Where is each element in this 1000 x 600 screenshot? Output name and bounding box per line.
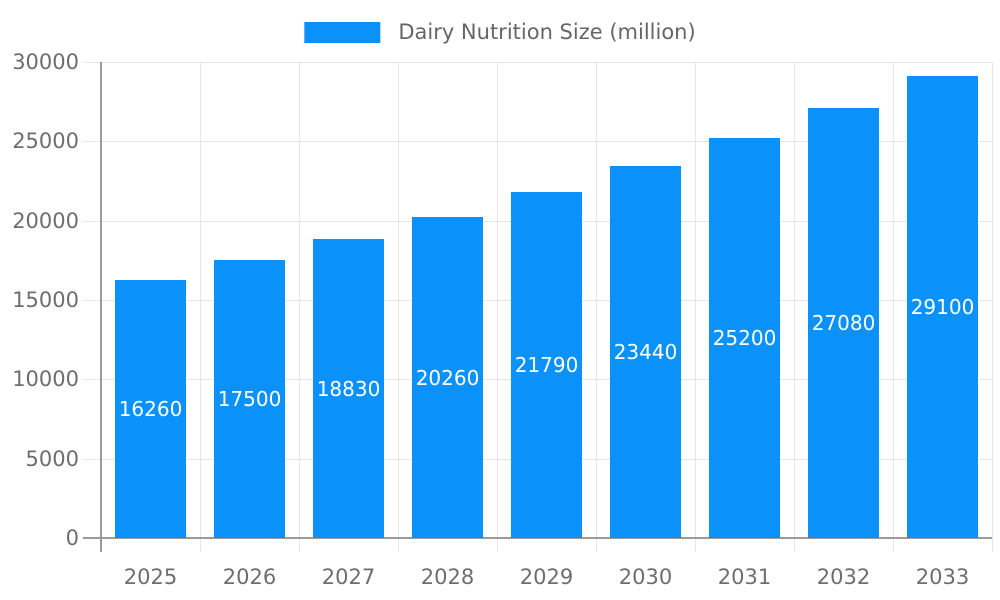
bar-value-label: 25200 <box>712 326 777 350</box>
x-tick-label: 2026 <box>222 565 277 589</box>
x-tick-label: 2032 <box>816 565 871 589</box>
x-tick-label: 2028 <box>420 565 475 589</box>
bar-value-label: 27080 <box>811 311 876 335</box>
bar-2030[interactable]: 23440 <box>610 166 681 538</box>
bar-2033[interactable]: 29100 <box>907 76 978 538</box>
x-gridline <box>893 62 894 552</box>
legend-label: Dairy Nutrition Size (million) <box>398 20 696 44</box>
bar-value-label: 20260 <box>415 365 480 390</box>
x-gridline <box>695 62 696 552</box>
x-tick-label: 2031 <box>717 565 772 589</box>
bar-value-label: 29100 <box>910 295 975 319</box>
x-gridline <box>497 62 498 552</box>
y-tick-label: 10000 <box>12 367 79 391</box>
bar-2028[interactable]: 20260 <box>412 217 483 538</box>
x-tick-label: 2033 <box>915 565 970 589</box>
x-gridline <box>299 62 300 552</box>
y-gridline <box>83 141 992 142</box>
bar-2031[interactable]: 25200 <box>709 138 780 538</box>
x-tick-label: 2027 <box>321 565 376 589</box>
x-tick-label: 2030 <box>618 565 673 589</box>
x-tick-label: 2025 <box>123 565 178 589</box>
y-tick-label: 30000 <box>12 50 79 74</box>
y-tick-label: 20000 <box>12 209 79 233</box>
bar-value-label: 17500 <box>217 387 282 411</box>
x-gridline <box>794 62 795 552</box>
legend-swatch <box>304 22 381 43</box>
x-tick-label: 2029 <box>519 565 574 589</box>
x-gridline <box>596 62 597 552</box>
bar-value-label: 18830 <box>316 376 381 401</box>
bar-2032[interactable]: 27080 <box>808 108 879 538</box>
y-axis-line <box>100 62 102 552</box>
x-gridline <box>200 62 201 552</box>
bar-value-label: 21790 <box>514 353 579 377</box>
y-gridline <box>83 62 992 63</box>
x-gridline <box>992 62 993 552</box>
y-tick-label: 5000 <box>25 447 79 471</box>
y-tick-label: 0 <box>65 526 79 550</box>
bar-2025[interactable]: 16260 <box>115 280 186 538</box>
x-gridline <box>398 62 399 552</box>
bar-2029[interactable]: 21790 <box>511 192 582 538</box>
y-tick-label: 15000 <box>12 288 79 312</box>
y-tick-label: 25000 <box>12 129 79 153</box>
legend: Dairy Nutrition Size (million) <box>304 20 696 44</box>
bar-2027[interactable]: 18830 <box>313 239 384 538</box>
x-axis-line <box>83 537 992 539</box>
bar-2026[interactable]: 17500 <box>214 260 285 538</box>
bar-value-label: 23440 <box>613 340 678 364</box>
bar-value-label: 16260 <box>118 397 183 421</box>
